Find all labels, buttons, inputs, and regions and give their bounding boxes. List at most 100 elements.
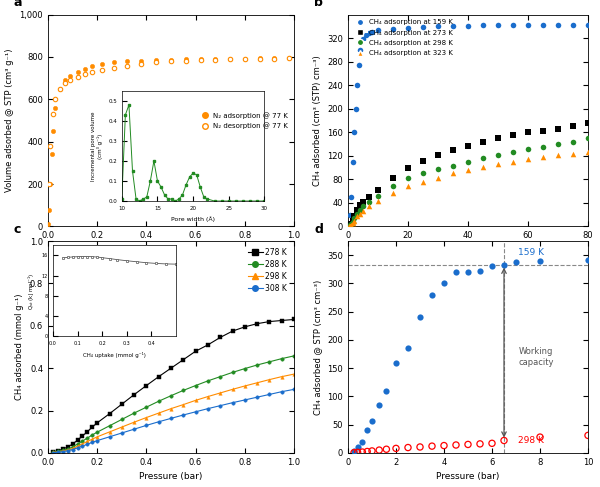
Point bbox=[463, 268, 473, 276]
Point bbox=[364, 203, 374, 210]
Point bbox=[373, 192, 383, 200]
Point bbox=[362, 427, 372, 434]
Point bbox=[353, 443, 362, 451]
Text: a: a bbox=[14, 0, 22, 9]
Text: b: b bbox=[314, 0, 323, 9]
Text: 159 K: 159 K bbox=[518, 248, 544, 257]
Point bbox=[508, 131, 518, 139]
Point bbox=[553, 140, 563, 148]
Point bbox=[358, 438, 367, 446]
Point bbox=[373, 197, 383, 205]
Point bbox=[439, 280, 449, 287]
Point bbox=[349, 214, 359, 222]
Point bbox=[346, 220, 356, 228]
Point bbox=[523, 145, 533, 153]
Point bbox=[352, 81, 362, 89]
Point bbox=[508, 158, 518, 166]
Point bbox=[348, 217, 358, 225]
Point bbox=[448, 146, 458, 154]
X-axis label: Pressure (bar): Pressure (bar) bbox=[436, 246, 500, 255]
Point bbox=[499, 261, 509, 269]
Point bbox=[448, 162, 458, 170]
Point bbox=[346, 222, 355, 229]
Point bbox=[433, 151, 443, 159]
Point bbox=[463, 441, 473, 449]
Point bbox=[355, 46, 365, 54]
Point bbox=[538, 21, 548, 29]
Point bbox=[346, 221, 356, 228]
Point bbox=[354, 61, 364, 69]
Point bbox=[361, 31, 371, 39]
Point bbox=[493, 160, 503, 168]
Point bbox=[439, 442, 449, 450]
Point bbox=[349, 129, 359, 136]
Point bbox=[362, 448, 372, 455]
Point bbox=[352, 206, 362, 214]
Point bbox=[418, 169, 428, 177]
Point bbox=[403, 174, 413, 182]
Point bbox=[344, 222, 354, 230]
Point bbox=[583, 149, 593, 156]
Point bbox=[568, 150, 578, 158]
Point bbox=[568, 21, 578, 29]
Point bbox=[344, 223, 354, 230]
Point bbox=[373, 186, 383, 194]
Point bbox=[583, 431, 593, 439]
Legend: N₂ adsorption @ 77 K, N₂ desorption @ 77 K: N₂ adsorption @ 77 K, N₂ desorption @ 77… bbox=[195, 109, 290, 132]
X-axis label: Relative pressure (P/P₀): Relative pressure (P/P₀) bbox=[118, 246, 224, 255]
Point bbox=[433, 166, 443, 173]
Point bbox=[344, 223, 354, 230]
Point bbox=[463, 142, 473, 150]
Point bbox=[418, 23, 428, 31]
Y-axis label: CH₄ adsorbed (cm³ (STP) cm⁻³): CH₄ adsorbed (cm³ (STP) cm⁻³) bbox=[313, 55, 322, 186]
Point bbox=[448, 22, 458, 30]
Point bbox=[358, 448, 367, 456]
Point bbox=[553, 125, 563, 132]
Point bbox=[349, 212, 359, 220]
Point bbox=[433, 22, 443, 30]
Point bbox=[382, 387, 391, 394]
Point bbox=[355, 206, 365, 214]
Point bbox=[352, 212, 362, 220]
Point bbox=[348, 218, 358, 225]
Point bbox=[349, 448, 359, 455]
Point bbox=[403, 183, 413, 190]
Point bbox=[427, 291, 437, 299]
Point bbox=[487, 262, 497, 270]
Point bbox=[403, 344, 413, 352]
Point bbox=[418, 157, 428, 165]
Point bbox=[508, 148, 518, 156]
Point bbox=[349, 449, 359, 456]
Point bbox=[391, 445, 401, 452]
Point bbox=[388, 189, 398, 197]
Point bbox=[353, 449, 362, 456]
Legend: 278 K, 288 K, 298 K, 308 K: 278 K, 288 K, 298 K, 308 K bbox=[245, 245, 290, 296]
Point bbox=[373, 27, 383, 35]
Point bbox=[355, 209, 365, 217]
Point bbox=[346, 221, 355, 228]
Point bbox=[493, 21, 503, 29]
Point bbox=[583, 120, 593, 128]
Legend: CH₄ adsorption at 159 K, CH₄ adsorption at 273 K, CH₄ adsorption at 298 K, CH₄ a: CH₄ adsorption at 159 K, CH₄ adsorption … bbox=[352, 18, 454, 57]
Point bbox=[349, 217, 359, 225]
Point bbox=[344, 222, 354, 230]
Point bbox=[344, 220, 354, 227]
Point bbox=[415, 314, 425, 321]
Point bbox=[418, 178, 428, 186]
Text: c: c bbox=[14, 223, 21, 236]
Point bbox=[535, 257, 545, 265]
Point bbox=[350, 105, 360, 112]
Point bbox=[553, 21, 563, 29]
Point bbox=[451, 268, 461, 276]
Point bbox=[535, 433, 545, 441]
Point bbox=[382, 445, 391, 453]
Point bbox=[415, 443, 425, 451]
Point bbox=[358, 206, 368, 214]
Text: 298 K: 298 K bbox=[518, 436, 544, 445]
Point bbox=[451, 441, 461, 449]
Point bbox=[358, 198, 368, 206]
Point bbox=[352, 209, 362, 217]
Point bbox=[346, 220, 356, 227]
Text: d: d bbox=[314, 223, 323, 236]
Y-axis label: Volume adsorbed @ STP (cm³ g⁻¹): Volume adsorbed @ STP (cm³ g⁻¹) bbox=[5, 49, 14, 192]
